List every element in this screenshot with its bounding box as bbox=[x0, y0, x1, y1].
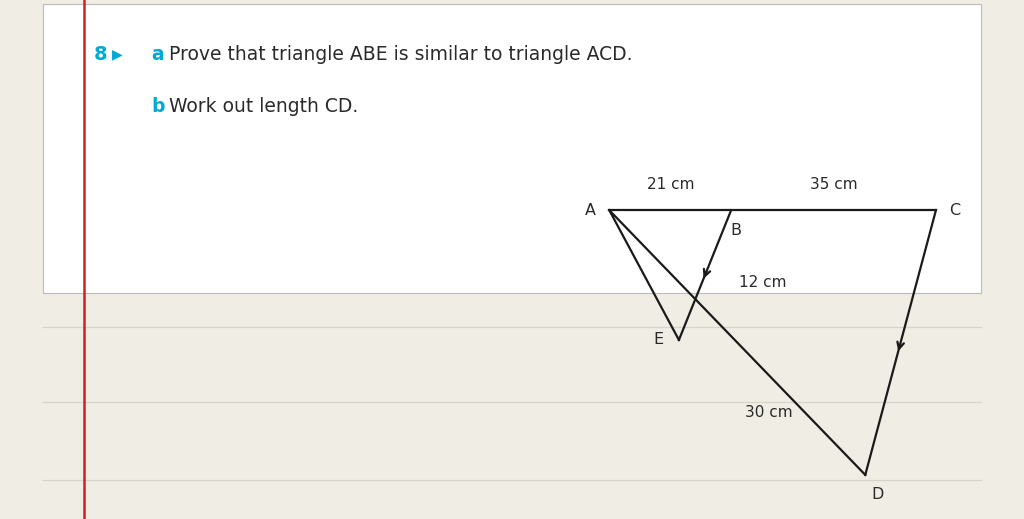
Text: ▶: ▶ bbox=[112, 48, 122, 61]
Text: Work out length CD.: Work out length CD. bbox=[169, 97, 358, 116]
Text: a: a bbox=[152, 45, 164, 64]
Text: B: B bbox=[731, 224, 741, 238]
Bar bbox=[43, 4, 981, 293]
Text: Prove that triangle ABE is similar to triangle ACD.: Prove that triangle ABE is similar to tr… bbox=[169, 45, 633, 64]
Text: b: b bbox=[152, 97, 165, 116]
Text: 35 cm: 35 cm bbox=[810, 177, 857, 192]
Text: 30 cm: 30 cm bbox=[745, 405, 794, 420]
Text: E: E bbox=[653, 333, 664, 347]
Text: 21 cm: 21 cm bbox=[647, 177, 694, 192]
Text: A: A bbox=[586, 203, 596, 217]
Text: 8: 8 bbox=[94, 45, 108, 64]
Text: 12 cm: 12 cm bbox=[739, 276, 786, 290]
Text: D: D bbox=[871, 487, 884, 502]
Text: C: C bbox=[949, 203, 959, 217]
